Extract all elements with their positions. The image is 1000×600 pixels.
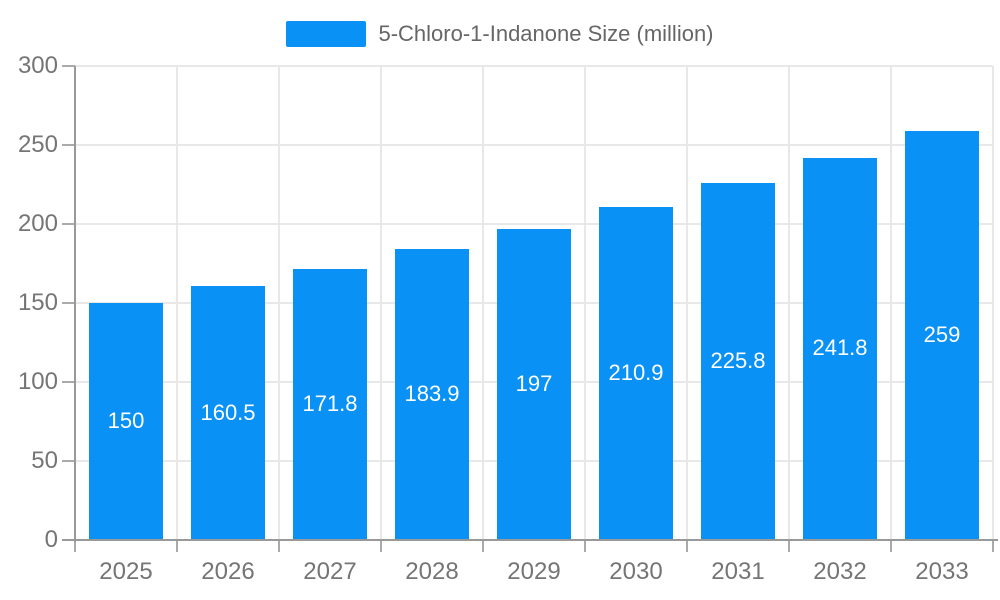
legend-label: 5-Chloro-1-Indanone Size (million) (378, 21, 714, 46)
gridline-vertical (278, 66, 280, 540)
bar-value-label: 183.9 (404, 381, 460, 407)
y-axis-tick (62, 460, 75, 462)
gridline-vertical (992, 66, 994, 540)
x-tick-label: 2028 (405, 558, 459, 585)
x-axis-tick (380, 540, 382, 552)
bar-2025[interactable]: 150 (89, 303, 163, 539)
gridline-vertical (176, 66, 178, 540)
bar-value-label: 171.8 (302, 390, 358, 416)
x-tick-label: 2029 (507, 558, 561, 585)
gridline-vertical (584, 66, 586, 540)
y-tick-label: 0 (44, 526, 58, 553)
gridline-vertical (482, 66, 484, 540)
bar-value-label: 241.8 (812, 335, 868, 361)
bar-value-label: 210.9 (608, 359, 664, 385)
bar-2029[interactable]: 197 (497, 228, 571, 539)
x-axis-tick (992, 540, 994, 552)
bar-2032[interactable]: 241.8 (803, 157, 877, 539)
y-tick-label: 300 (17, 52, 58, 79)
y-axis-tick (62, 65, 75, 67)
bar-value-label: 225.8 (710, 348, 766, 374)
x-axis-tick (686, 540, 688, 552)
y-axis-line (74, 66, 76, 542)
bar-value-label: 197 (515, 370, 553, 396)
bar-2031[interactable]: 225.8 (701, 183, 775, 539)
bar-value-label: 160.5 (200, 399, 256, 425)
x-axis-tick (890, 540, 892, 552)
gridline-horizontal (75, 65, 993, 67)
gridline-vertical (890, 66, 892, 540)
y-tick-label: 100 (17, 368, 58, 395)
x-axis-tick (584, 540, 586, 552)
bar-value-label: 259 (923, 321, 961, 347)
bar-2030[interactable]: 210.9 (599, 206, 673, 539)
x-tick-label: 2027 (303, 558, 357, 585)
y-tick-label: 150 (17, 289, 58, 316)
bar-value-label: 150 (107, 408, 145, 433)
bar-2033[interactable]: 259 (905, 130, 979, 539)
x-tick-label: 2026 (201, 558, 255, 585)
x-tick-label: 2032 (813, 558, 867, 585)
gridline-vertical (380, 66, 382, 540)
y-axis-tick (62, 223, 75, 225)
y-axis-tick (62, 144, 75, 146)
legend-swatch (286, 21, 367, 47)
gridline-horizontal (75, 144, 993, 146)
x-axis-tick (74, 540, 76, 552)
gridline-vertical (686, 66, 688, 540)
gridline-horizontal (75, 223, 993, 225)
x-axis-tick (788, 540, 790, 552)
bar-2028[interactable]: 183.9 (395, 249, 469, 539)
x-tick-label: 2031 (711, 558, 765, 585)
legend[interactable]: 5-Chloro-1-Indanone Size (million) (0, 20, 1000, 48)
x-tick-label: 2030 (609, 558, 663, 585)
x-axis-tick (176, 540, 178, 552)
bar-2027[interactable]: 171.8 (293, 268, 367, 539)
y-axis-tick (62, 302, 75, 304)
gridline-vertical (788, 66, 790, 540)
y-tick-label: 250 (17, 131, 58, 158)
y-axis-tick (62, 381, 75, 383)
y-tick-label: 200 (17, 210, 58, 237)
x-axis-tick (482, 540, 484, 552)
x-axis-line (62, 539, 998, 541)
y-tick-label: 50 (31, 447, 58, 474)
bar-2026[interactable]: 160.5 (191, 286, 265, 539)
x-axis-tick (278, 540, 280, 552)
x-tick-label: 2033 (915, 558, 969, 585)
x-tick-label: 2025 (99, 558, 153, 585)
